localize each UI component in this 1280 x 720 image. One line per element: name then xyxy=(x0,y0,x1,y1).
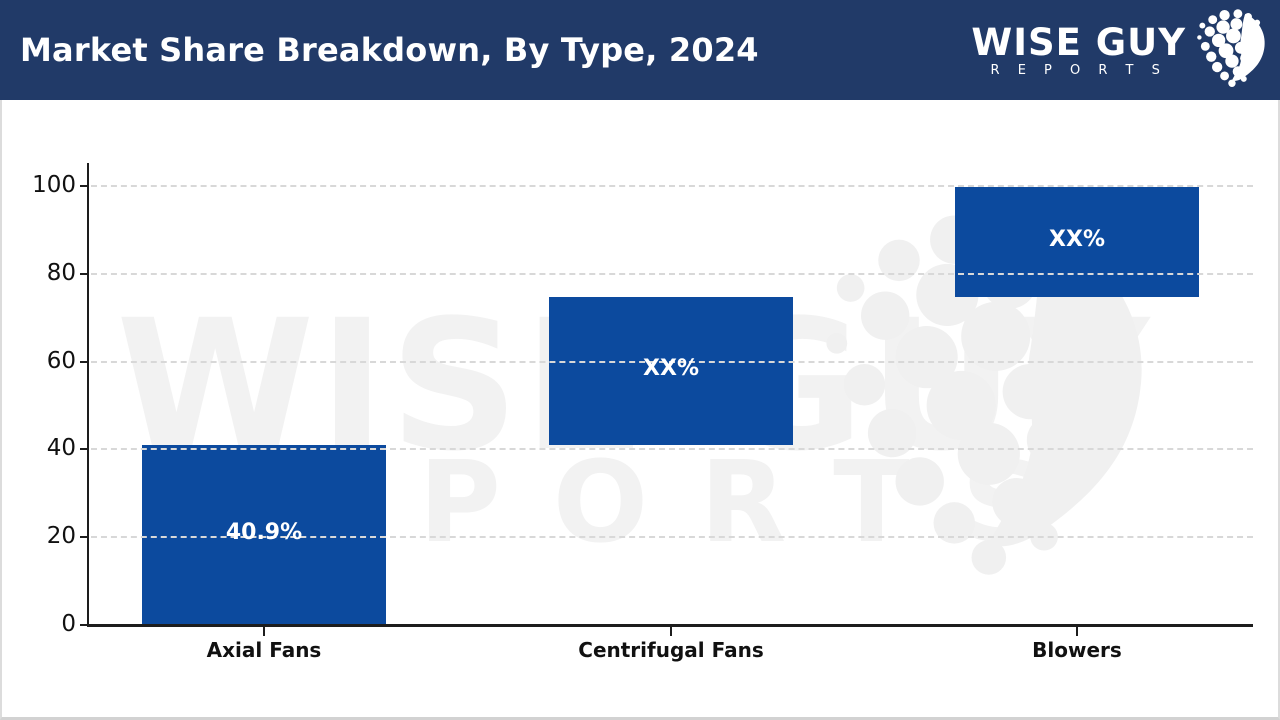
brand-logo-wordmark: WISE GUY xyxy=(971,20,1186,64)
y-gridline xyxy=(91,185,1253,187)
x-axis-tick xyxy=(670,627,672,636)
y-gridline xyxy=(91,272,1253,275)
x-axis-category-label: Blowers xyxy=(1032,638,1122,662)
y-gridline xyxy=(91,360,1253,363)
y-axis-tick-label: 60 xyxy=(46,347,76,374)
y-axis-tick-label: 80 xyxy=(46,259,76,286)
bar-value-label: XX% xyxy=(1049,226,1105,252)
page-title: Market Share Breakdown, By Type, 2024 xyxy=(20,31,759,69)
y-axis-tick xyxy=(80,185,89,187)
y-axis-tick xyxy=(80,536,89,539)
y-axis-tick-label: 20 xyxy=(46,523,76,550)
y-axis-tick xyxy=(80,360,89,363)
x-axis-line xyxy=(87,624,1253,627)
y-axis-tick-label: 0 xyxy=(61,611,76,637)
header-band: Market Share Breakdown, By Type, 2024 WI… xyxy=(0,0,1280,100)
y-gridline xyxy=(91,448,1253,451)
y-axis-tick xyxy=(80,272,89,275)
y-axis-tick-label: 40 xyxy=(46,435,76,462)
brand-logo-face-icon xyxy=(1197,9,1265,87)
x-axis-tick xyxy=(263,627,265,636)
bar-value-label: 40.9% xyxy=(225,520,303,546)
x-axis-tick xyxy=(1076,627,1078,636)
y-axis-tick-label: 100 xyxy=(32,172,76,198)
brand-logo: WISE GUY R E P O R T S xyxy=(971,8,1266,92)
bar-value-label: XX% xyxy=(643,356,699,382)
bar-axial-fans xyxy=(142,445,386,625)
x-axis-category-label: Axial Fans xyxy=(206,638,322,662)
y-axis-tick xyxy=(80,448,89,451)
bar-centrifugal-fans xyxy=(549,296,793,446)
y-axis-tick xyxy=(80,624,89,626)
y-gridline xyxy=(91,536,1253,539)
y-axis-line xyxy=(87,163,89,627)
brand-logo-subtext: R E P O R T S xyxy=(990,62,1167,78)
x-axis-category-label: Centrifugal Fans xyxy=(578,638,764,662)
bar-blowers xyxy=(955,186,1199,297)
